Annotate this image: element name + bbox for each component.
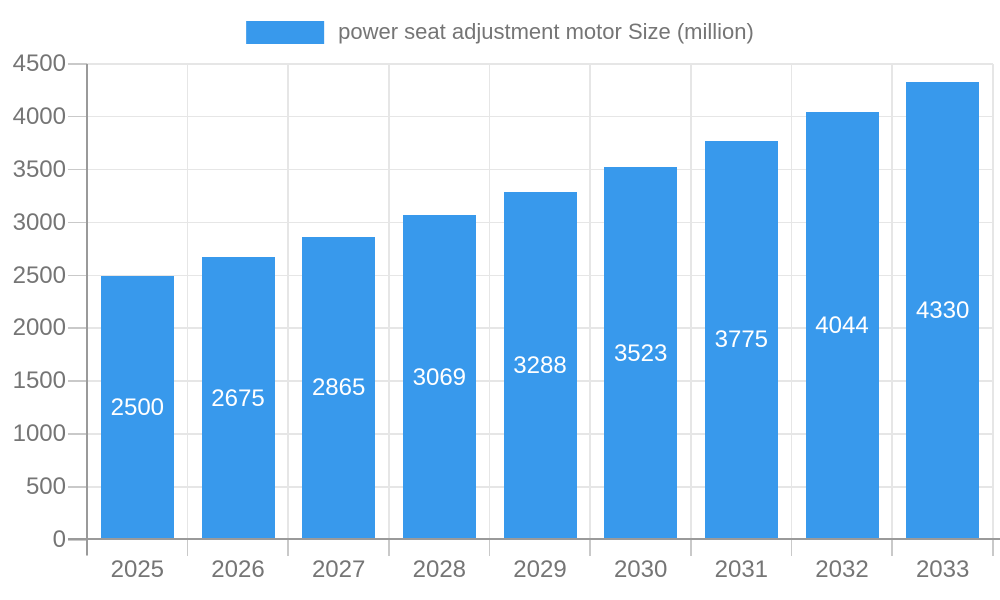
y-tick-mark [68, 274, 87, 277]
x-tick-mark [891, 540, 893, 556]
bar-value-label: 4330 [915, 296, 970, 324]
x-gridline [488, 64, 491, 540]
bar-2028[interactable]: 3069 [402, 215, 476, 540]
y-axis-line [86, 64, 88, 555]
legend-label: power seat adjustment motor Size (millio… [338, 19, 754, 44]
x-axis-tick-label: 2032 [815, 556, 869, 583]
bar-2030[interactable]: 3523 [604, 167, 678, 540]
x-axis-tick-label: 2033 [915, 556, 970, 583]
bar-2033[interactable]: 4330 [906, 81, 980, 540]
bar-2026[interactable]: 2675 [201, 257, 275, 540]
x-gridline [992, 64, 994, 540]
x-gridline [690, 64, 692, 540]
x-axis-tick-label: 2026 [211, 556, 265, 583]
y-gridline [87, 115, 993, 118]
y-tick-mark [68, 486, 87, 488]
bar-value-label: 4044 [815, 312, 869, 340]
x-tick-mark [488, 540, 491, 556]
y-axis-tick-label: 2000 [12, 314, 66, 342]
y-axis-tick-label: 0 [52, 526, 66, 553]
bar-2031[interactable]: 3775 [704, 140, 778, 540]
y-axis-tick-label: 3000 [12, 208, 66, 236]
x-axis-line [68, 538, 1000, 540]
x-gridline [186, 64, 189, 540]
bar-2027[interactable]: 2865 [302, 236, 376, 540]
x-gridline [891, 64, 893, 540]
y-gridline [87, 63, 993, 65]
x-axis-tick-label: 2025 [110, 556, 165, 583]
y-axis-tick-label: 4500 [12, 50, 66, 77]
y-axis-tick-label: 1500 [12, 367, 66, 395]
x-gridline [287, 64, 289, 540]
x-tick-mark [690, 540, 692, 556]
bar-value-label: 3288 [513, 352, 567, 380]
y-axis-tick-label: 2500 [12, 261, 66, 289]
y-tick-mark [68, 63, 87, 65]
y-axis-tick-label: 4000 [12, 102, 66, 130]
y-tick-mark [68, 168, 87, 171]
y-gridline [87, 168, 993, 171]
x-axis-tick-label: 2028 [412, 556, 467, 583]
y-axis-tick-label: 500 [25, 473, 66, 501]
bar-2025[interactable]: 2500 [100, 275, 174, 540]
bar-2032[interactable]: 4044 [805, 112, 879, 540]
bar-value-label: 2500 [110, 393, 165, 421]
bar-value-label: 3523 [613, 339, 668, 367]
plot-area: 2500 2675 2865 3069 3288 3523 3775 4044 4330 [68, 63, 994, 556]
x-axis-tick-label: 2029 [513, 556, 567, 583]
x-tick-mark [388, 540, 390, 556]
bar-value-label: 3069 [412, 363, 467, 391]
x-tick-mark [589, 540, 591, 556]
x-tick-mark [186, 540, 189, 556]
y-tick-mark [68, 433, 87, 435]
bar-value-label: 3775 [714, 326, 769, 354]
y-tick-mark [68, 380, 87, 382]
x-axis-tick-label: 2030 [613, 556, 668, 583]
bar-value-label: 2675 [211, 384, 265, 412]
x-gridline [790, 64, 793, 540]
bar-value-label: 2865 [311, 374, 366, 402]
x-tick-mark [992, 540, 994, 556]
x-gridline [388, 64, 390, 540]
y-axis-tick-label: 1000 [12, 420, 66, 448]
y-axis-tick-label: 3500 [12, 155, 66, 183]
x-tick-mark [287, 540, 289, 556]
chart-legend[interactable]: power seat adjustment motor Size (millio… [246, 19, 754, 45]
x-tick-mark [790, 540, 793, 556]
y-tick-mark [68, 327, 87, 329]
y-tick-mark [68, 115, 87, 118]
y-tick-mark [68, 221, 87, 224]
x-axis-tick-label: 2027 [311, 556, 366, 583]
bar-2029[interactable]: 3288 [503, 192, 577, 540]
legend-color-swatch [246, 20, 325, 44]
x-axis-tick-label: 2031 [714, 556, 769, 583]
x-gridline [589, 64, 591, 540]
